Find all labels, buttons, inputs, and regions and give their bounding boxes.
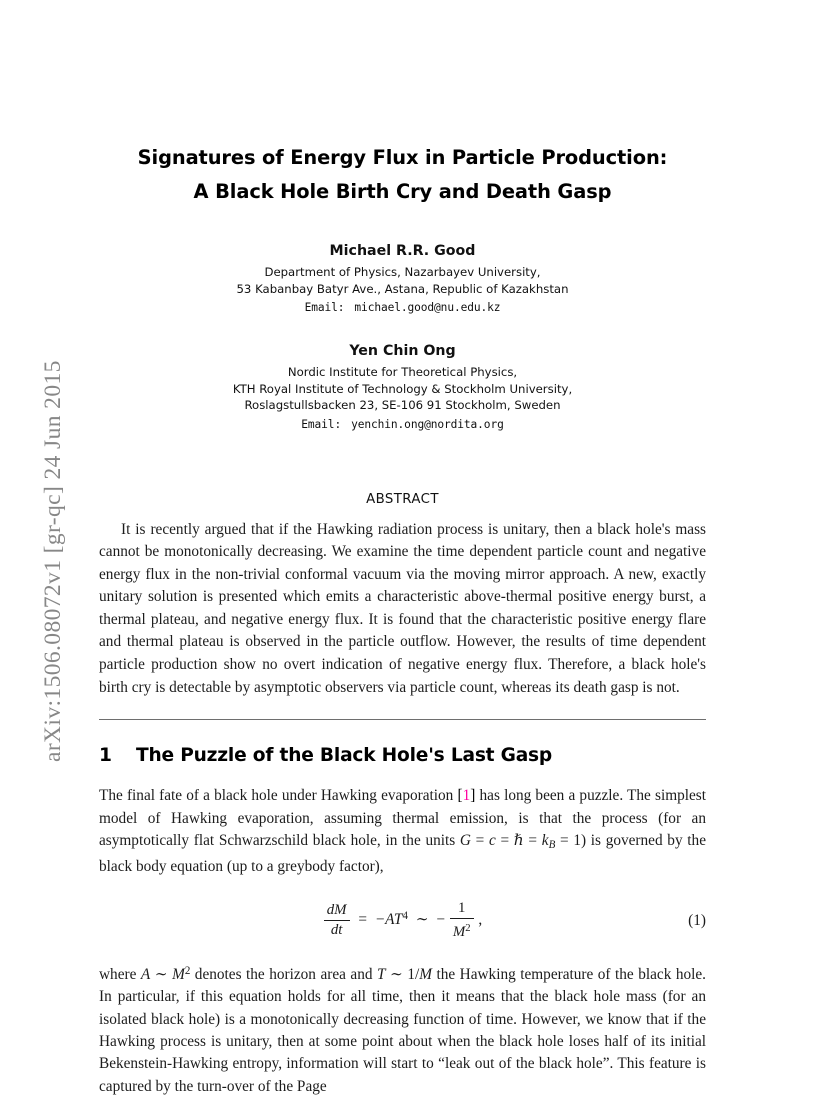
fraction-numerator: 1 [449, 900, 474, 919]
section-title: The Puzzle of the Black Hole's Last Gasp [136, 745, 553, 767]
paragraph-text-part: the Hawking temperature of the black hol… [99, 965, 706, 1095]
section-heading-1: 1 The Puzzle of the Black Hole's Last Gas… [99, 743, 706, 769]
author-name: Michael R.R. Good [329, 243, 476, 259]
fraction-dm-dt: dM dt [323, 902, 350, 939]
author-email[interactable]: Email: yenchin.ong@nordita.org [99, 414, 706, 436]
paragraph-text-part: has long been a puzzle. The simplest mod… [99, 787, 706, 850]
exponent: 2 [184, 964, 191, 977]
fraction-numerator: dM [323, 902, 350, 921]
equation-number: (1) [688, 911, 706, 929]
paragraph-text-part: where [99, 965, 141, 983]
fraction-one-over-m-squared: 1 M2 [449, 900, 474, 941]
equation-body: dM dt = −AT4 ∼ − 1 M2 , [99, 900, 706, 941]
email-label: Email: [301, 417, 342, 431]
author-affiliation-line: KTH Royal Institute of Technology & Stoc… [232, 381, 573, 396]
minus-at-term: −AT [374, 910, 403, 928]
email-address[interactable]: yenchin.ong@nordita.org [351, 417, 504, 431]
page-title: Signatures of Energy Flux in Particle Pr… [99, 0, 706, 209]
bracket-open: [ [457, 787, 463, 805]
citation-reference-1[interactable]: [1] [457, 787, 475, 804]
author-block-2: Yen Chin Ong Nordic Institute for Theore… [99, 341, 706, 436]
title-line-2: A Black Hole Birth Cry and Death Gasp [193, 180, 612, 203]
horizontal-divider [99, 719, 706, 721]
fraction-denominator: dt [330, 921, 343, 938]
section-number: 1 [99, 745, 112, 767]
email-label: Email: [304, 301, 345, 314]
author-affiliation-line: 53 Kabanbay Batyr Ave., Astana, Republic… [236, 281, 569, 296]
inline-math-area: A ∼ M2 [140, 964, 191, 983]
arxiv-identifier-stamp: arXiv:1506.08072v1 [gr-qc] 24 Jun 2015 [40, 360, 66, 762]
author-list: Michael R.R. Good Department of Physics,… [99, 241, 706, 436]
email-address[interactable]: michael.good@nu.edu.kz [354, 301, 501, 314]
body-paragraph-1: The final fate of a black hole under Haw… [99, 785, 706, 878]
sim-operator: ∼ [415, 910, 429, 928]
author-email[interactable]: Email: michael.good@nu.edu.kz [99, 297, 706, 319]
author-affiliation-line: Roslagstullsbacken 23, SE-106 91 Stockho… [244, 398, 561, 412]
denominator-exponent: 2 [465, 921, 471, 934]
citation-number[interactable]: 1 [462, 787, 471, 805]
abstract-text: It is recently argued that if the Hawkin… [99, 520, 706, 696]
fraction-denominator: M2 [450, 919, 474, 941]
equals-sign: = [358, 910, 367, 928]
title-line-1: Signatures of Energy Flux in Particle Pr… [137, 146, 668, 169]
minus-sign: − [436, 910, 446, 928]
exponent: 4 [402, 909, 408, 922]
bracket-close: ] [470, 787, 476, 805]
paragraph-text-part: The final fate of a black hole under Haw… [99, 787, 458, 805]
paragraph-text-part: ) is governed by the black body equation… [99, 832, 706, 876]
body-paragraph-2: where A ∼ M2 denotes the horizon area an… [99, 960, 706, 1098]
denominator-base: M [452, 923, 466, 940]
abstract-heading: ABSTRACT [366, 491, 439, 507]
paragraph-text-part: denotes the horizon area and [190, 965, 377, 983]
display-equation-1: dM dt = −AT4 ∼ − 1 M2 , (1) [99, 898, 706, 944]
author-block-1: Michael R.R. Good Department of Physics,… [99, 241, 706, 319]
rhs-term-1: −AT4 [374, 909, 408, 928]
trailing-comma: , [478, 910, 483, 928]
paper-page: Signatures of Energy Flux in Particle Pr… [99, 0, 706, 1095]
author-affiliation-line: Nordic Institute for Theoretical Physics… [287, 365, 518, 379]
author-name: Yen Chin Ong [349, 343, 456, 359]
author-affiliation-line: Department of Physics, Nazarbayev Univer… [264, 265, 541, 279]
inline-math-temperature: T ∼ 1/M [377, 965, 432, 983]
inline-math-units: G = c = ℏ = kB = 1 [459, 832, 581, 851]
